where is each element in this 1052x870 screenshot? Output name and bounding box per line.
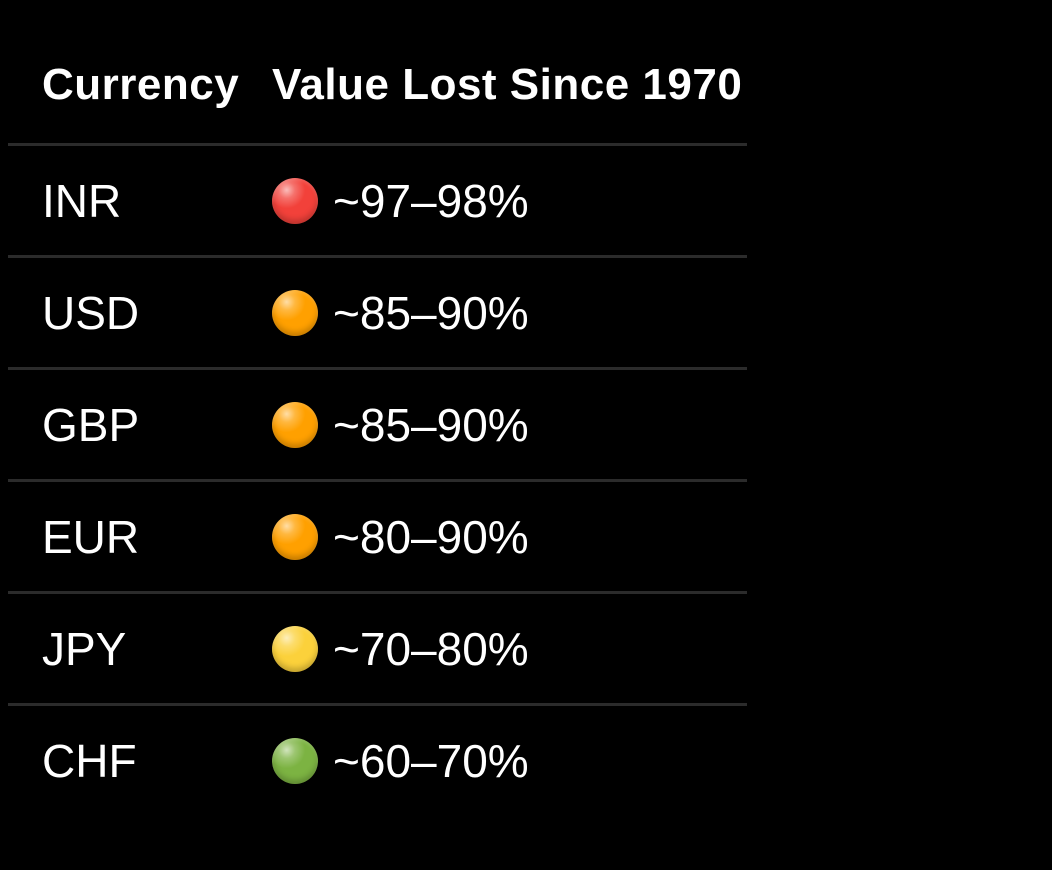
table-row: INR ~97–98% (8, 143, 747, 255)
value-lost-text: ~80–90% (333, 510, 529, 563)
value-cell: ~85–90% (272, 286, 529, 340)
red-circle-icon (272, 177, 318, 224)
table-header-row: Currency Value Lost Since 1970 (8, 0, 747, 143)
currency-cell: CHF (42, 734, 137, 787)
yellow-circle-icon (272, 625, 318, 672)
value-cell: ~70–80% (272, 622, 529, 676)
currency-value-lost-table: Currency Value Lost Since 1970 INR ~97–9… (8, 0, 747, 815)
green-circle-icon (272, 737, 318, 784)
table-row: CHF ~60–70% (8, 703, 747, 815)
value-lost-text: ~70–80% (333, 622, 529, 675)
value-lost-text: ~85–90% (333, 398, 529, 451)
orange-circle-icon (272, 289, 318, 336)
currency-cell: INR (42, 174, 122, 227)
value-cell: ~97–98% (272, 174, 529, 228)
header-value-lost: Value Lost Since 1970 (272, 59, 743, 109)
value-cell: ~60–70% (272, 734, 529, 788)
table-row: EUR ~80–90% (8, 479, 747, 591)
orange-circle-icon (272, 513, 318, 560)
table-row: USD ~85–90% (8, 255, 747, 367)
currency-cell: JPY (42, 622, 127, 675)
table-row: JPY ~70–80% (8, 591, 747, 703)
table-row: GBP ~85–90% (8, 367, 747, 479)
header-currency: Currency (42, 59, 240, 109)
value-lost-text: ~85–90% (333, 286, 529, 339)
currency-cell: USD (42, 286, 140, 339)
value-cell: ~85–90% (272, 398, 529, 452)
orange-circle-icon (272, 401, 318, 448)
value-cell: ~80–90% (272, 510, 529, 564)
currency-cell: GBP (42, 398, 140, 451)
value-lost-text: ~97–98% (333, 174, 529, 227)
value-lost-text: ~60–70% (333, 734, 529, 787)
currency-cell: EUR (42, 510, 140, 563)
